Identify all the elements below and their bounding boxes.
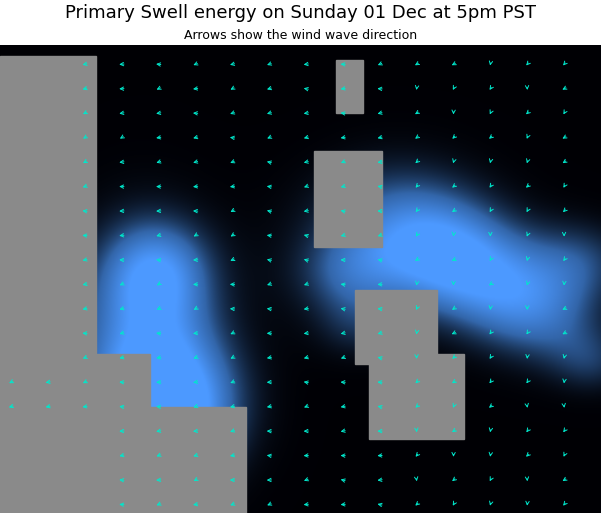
- Bar: [336, 60, 364, 113]
- Bar: [0, 56, 96, 364]
- Text: Arrows show the wind wave direction: Arrows show the wind wave direction: [184, 29, 417, 42]
- Bar: [0, 353, 150, 513]
- Bar: [369, 353, 465, 439]
- Bar: [355, 290, 437, 364]
- Bar: [0, 407, 246, 513]
- Text: Primary Swell energy on Sunday 01 Dec at 5pm PST: Primary Swell energy on Sunday 01 Dec at…: [65, 4, 536, 22]
- Bar: [314, 151, 382, 247]
